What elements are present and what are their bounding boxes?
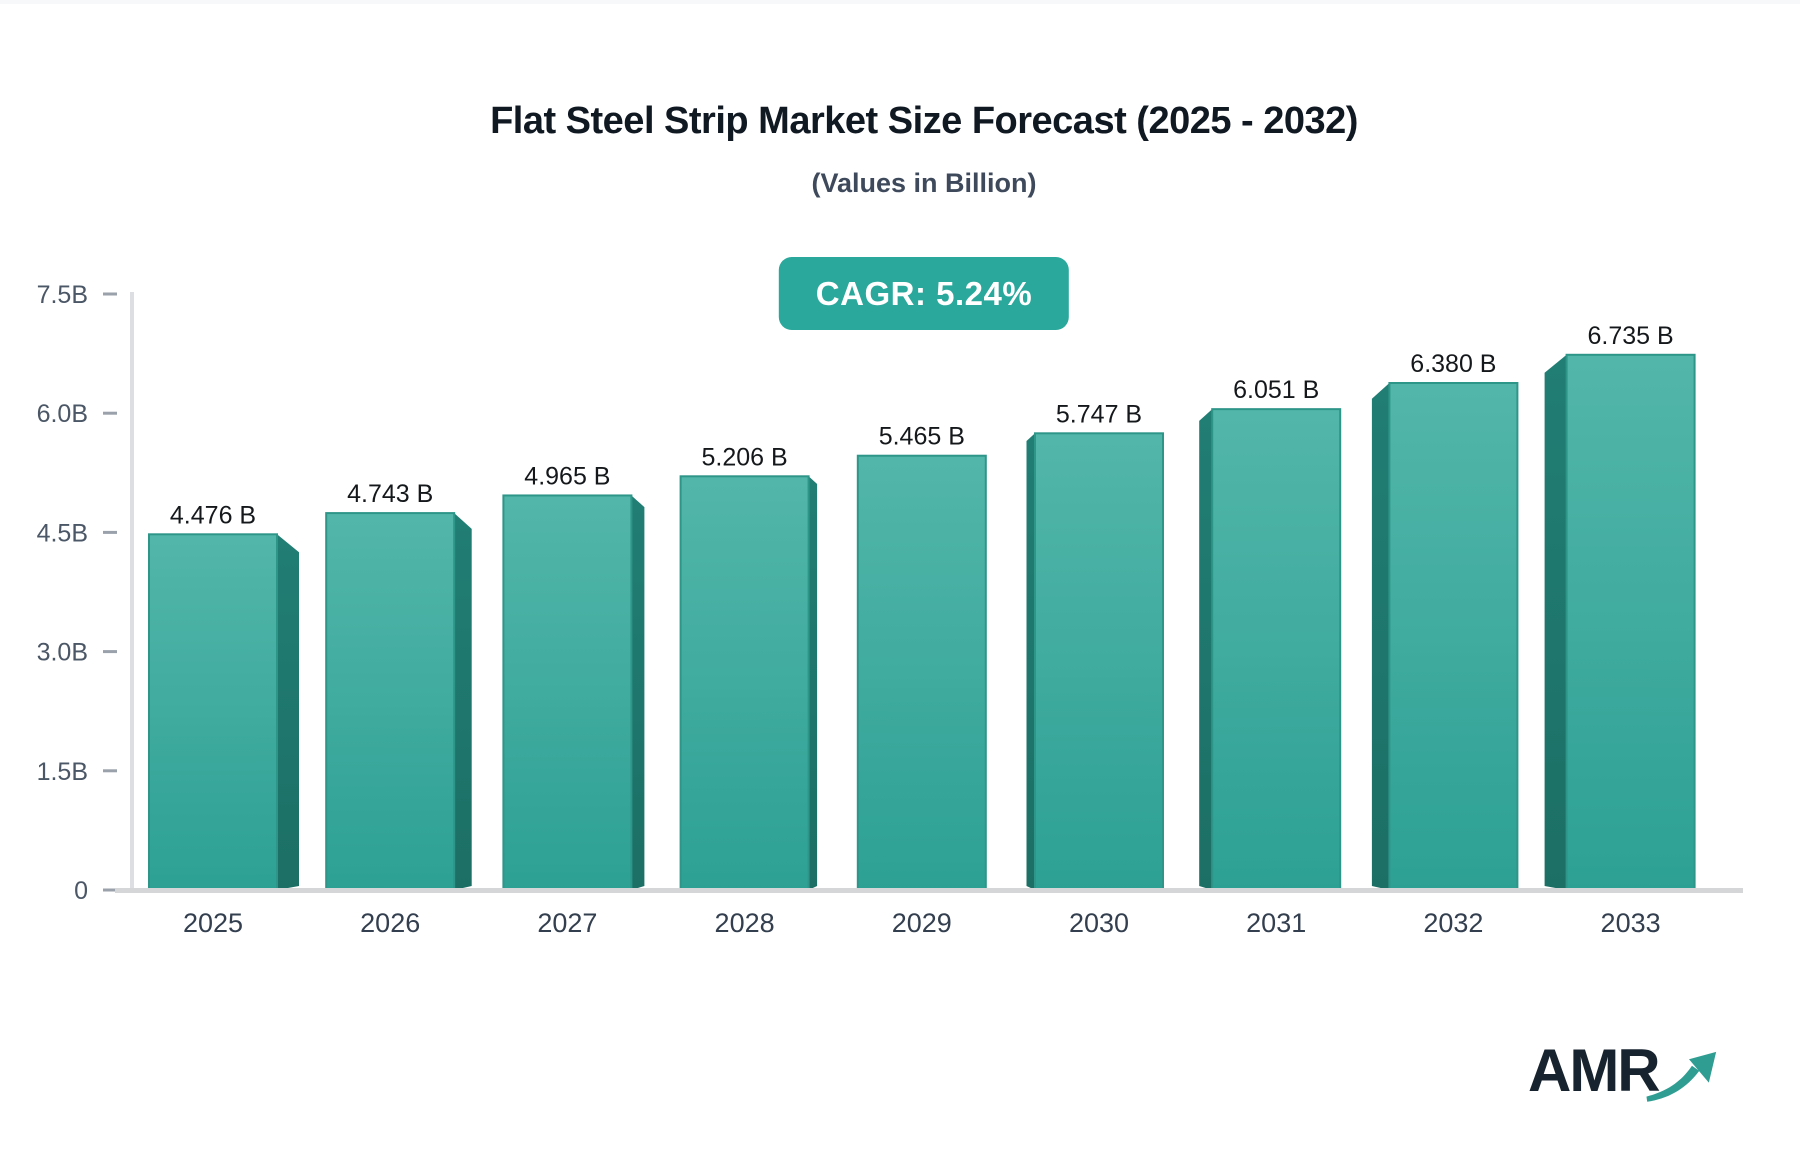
x-tick-label: 2030 <box>1069 908 1129 938</box>
bar-value-label: 4.743 B <box>347 480 433 508</box>
x-tick-label: 2025 <box>183 908 243 938</box>
bar-side-face <box>631 495 645 890</box>
bar-2029 <box>856 454 987 891</box>
bar-side-face <box>454 513 472 890</box>
bar-value-label: 4.476 B <box>170 501 256 529</box>
bar-side-face <box>1026 433 1035 890</box>
chart-svg: 0 1.5B 3.0B 4.5B 6.0B 7.5B 4.476 B 2025 4.743 B 2… <box>37 281 1743 938</box>
y-tick-label: 0 <box>74 877 88 905</box>
x-tick-label: 2028 <box>715 908 775 938</box>
bar-2032 <box>1388 382 1519 891</box>
x-tick-label: 2027 <box>537 908 597 938</box>
bar-value-label: 4.965 B <box>524 462 610 490</box>
chart-title: Flat Steel Strip Market Size Forecast (2… <box>490 100 1358 142</box>
x-axis-line <box>115 888 1743 893</box>
bar-side-face <box>1199 409 1213 890</box>
y-tick-label: 1.5B <box>37 758 88 786</box>
y-tick-label: 6.0B <box>37 400 88 428</box>
bar-value-label: 5.747 B <box>1056 400 1142 428</box>
amr-logo: AMR <box>1528 1032 1718 1122</box>
bar-2026 <box>325 512 456 891</box>
x-tick-label: 2033 <box>1601 908 1661 938</box>
amr-logo-text: AMR <box>1528 1037 1661 1104</box>
bar-2027 <box>502 494 633 891</box>
cagr-badge: CAGR: 5.24% <box>778 257 1070 330</box>
bar-2031 <box>1211 408 1342 891</box>
x-tick-label: 2026 <box>360 908 420 938</box>
bar-2033 <box>1565 353 1696 891</box>
y-tick-label: 3.0B <box>37 639 88 667</box>
bar-side-face <box>1371 383 1390 890</box>
bar-side-face <box>808 476 818 890</box>
bar-value-label: 5.206 B <box>702 443 788 471</box>
x-tick-label: 2029 <box>892 908 952 938</box>
y-tick-label: 7.5B <box>37 281 88 309</box>
bar-side-face <box>277 534 299 890</box>
bar-side-face <box>1544 354 1567 890</box>
bar-value-label: 6.380 B <box>1410 350 1496 378</box>
x-tick-label: 2032 <box>1423 908 1483 938</box>
x-tick-label: 2031 <box>1246 908 1306 938</box>
bar-value-label: 6.735 B <box>1588 322 1674 350</box>
bar-2028 <box>679 475 810 891</box>
y-tick-label: 4.5B <box>37 519 88 547</box>
bar-value-label: 5.465 B <box>879 423 965 451</box>
bar-2025 <box>148 533 278 891</box>
bar-value-label: 6.051 B <box>1233 376 1319 404</box>
plot-area: 0 1.5B 3.0B 4.5B 6.0B 7.5B 4.476 B 2025 4.743 B 2… <box>37 281 1743 938</box>
chart-subtitle: (Values in Billion) <box>811 168 1037 198</box>
y-axis-line <box>130 292 134 890</box>
growth-arrow-icon <box>1646 1051 1716 1102</box>
bar-2030 <box>1034 432 1164 891</box>
